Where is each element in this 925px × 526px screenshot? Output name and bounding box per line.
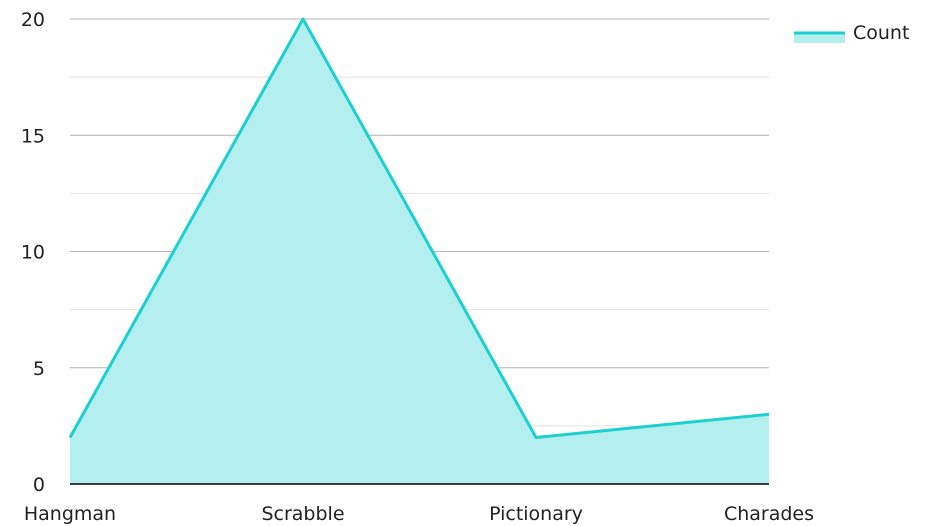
x-tick-label: Hangman [24,503,116,525]
x-tick-label: Pictionary [489,503,583,525]
y-tick-label: 20 [21,9,45,31]
data-point-charades[interactable] [767,412,771,416]
data-point-pictionary[interactable] [534,436,538,440]
legend[interactable]: Count [794,22,909,44]
data-point-scrabble[interactable] [301,17,305,21]
y-axis-tick-labels: 0 5 10 15 20 [21,9,45,496]
legend-label-count: Count [853,22,909,44]
plot-area [68,17,771,484]
x-tick-label: Scrabble [261,503,344,525]
series-line-0 [68,17,770,439]
x-tick-label: Charades [724,503,814,525]
y-tick-label: 5 [33,358,45,380]
legend-swatch-fill [794,33,845,43]
y-tick-label: 10 [21,242,45,264]
y-tick-label: 0 [33,474,45,496]
series-area-0 [70,19,769,484]
data-point-hangman[interactable] [68,436,72,440]
x-axis-tick-labels: Hangman Scrabble Pictionary Charades [24,503,814,525]
y-tick-label: 15 [21,125,45,147]
